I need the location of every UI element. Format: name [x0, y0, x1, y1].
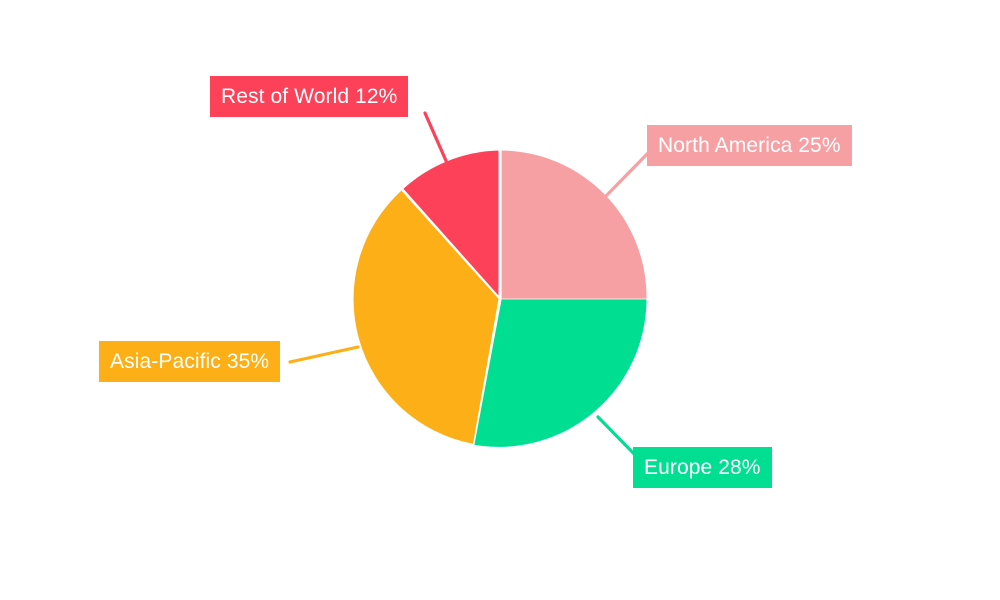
leader-line-rest-of-world	[423, 111, 449, 165]
pie-slice-asia-pacific[interactable]	[353, 190, 499, 444]
slice-label-north-america[interactable]: North America 25%	[647, 125, 852, 166]
pie-slice-europe[interactable]	[474, 299, 647, 447]
slice-label-asia-pacific-text: Asia-Pacific 35%	[110, 350, 270, 373]
pie-slice-rest-of-world[interactable]	[403, 150, 499, 296]
pie-slices	[353, 150, 647, 447]
leader-line-asia-pacific	[288, 345, 360, 364]
slice-label-rest-of-world-text: Rest of World 12%	[221, 85, 398, 108]
leader-line-north-america	[604, 148, 653, 198]
slice-label-europe-text: Europe 28%	[644, 456, 761, 479]
slice-label-north-america-text: North America 25%	[658, 134, 841, 157]
slice-label-europe[interactable]: Europe 28%	[633, 447, 772, 488]
slice-label-asia-pacific[interactable]: Asia-Pacific 35%	[99, 341, 281, 382]
slice-label-rest-of-world[interactable]: Rest of World 12%	[210, 76, 409, 117]
pie-slice-north-america[interactable]	[501, 150, 647, 299]
